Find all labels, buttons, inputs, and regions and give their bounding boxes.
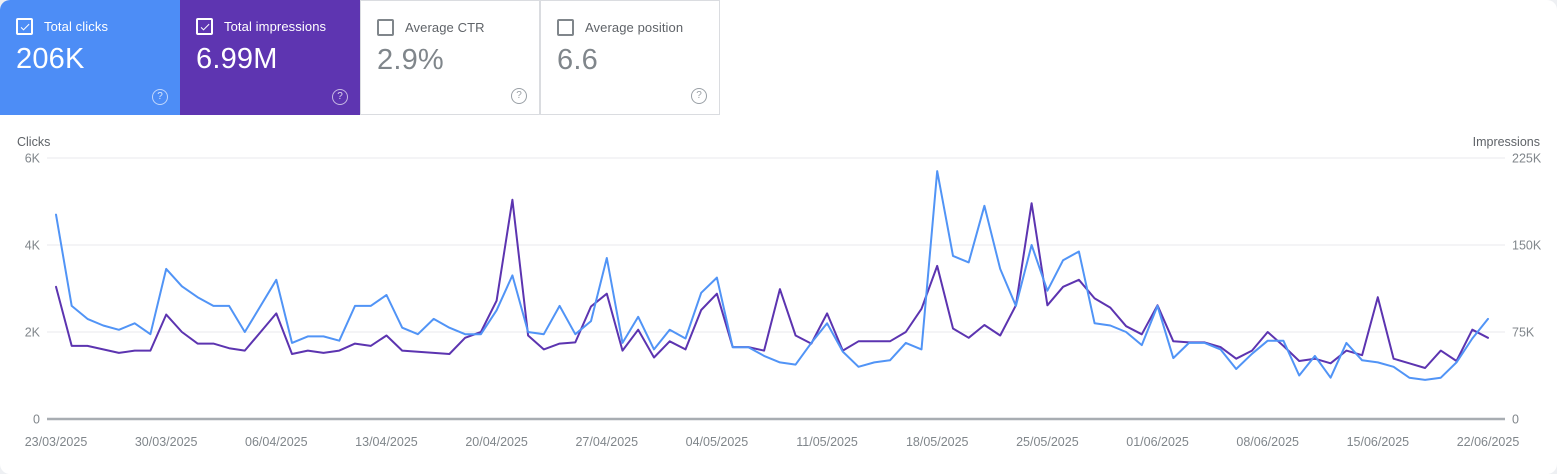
card-label: Total impressions: [224, 19, 327, 34]
right-axis-tick-label: 75K: [1512, 326, 1535, 340]
right-axis-tick-label: 150K: [1512, 239, 1542, 253]
x-axis-tick-label: 15/06/2025: [1347, 435, 1410, 449]
performance-chart[interactable]: 6K 225K 4K 150K 2K 75K 0 0 Clicks Impressions 23/0…: [0, 115, 1557, 474]
x-axis-tick-label: 25/05/2025: [1016, 435, 1079, 449]
checkmark-icon: [200, 23, 209, 30]
card-total-impressions[interactable]: Total impressions 6.99M ?: [180, 0, 360, 115]
card-value: 6.6: [557, 44, 598, 76]
left-axis-title: Clicks: [17, 135, 50, 149]
x-axis-tick-label: 22/06/2025: [1457, 435, 1520, 449]
left-axis-tick-label: 6K: [25, 152, 41, 166]
metric-cards-row: Total clicks 206K ? Total impressions 6.…: [0, 0, 720, 115]
clicks-line: [55, 170, 1489, 381]
help-icon[interactable]: ?: [511, 88, 527, 104]
card-value: 2.9%: [377, 44, 444, 76]
x-axis-tick-label: 01/06/2025: [1126, 435, 1189, 449]
average-position-checkbox[interactable]: [557, 19, 574, 36]
card-label: Average position: [585, 20, 684, 35]
card-value: 206K: [16, 43, 85, 75]
impressions-line: [55, 198, 1489, 369]
x-axis-tick-label: 06/04/2025: [245, 435, 308, 449]
x-axis-tick-label: 20/04/2025: [465, 435, 528, 449]
x-axis-tick-label: 11/05/2025: [796, 435, 858, 449]
right-axis-tick-label: 225K: [1512, 152, 1542, 166]
card-average-ctr[interactable]: Average CTR 2.9% ?: [360, 0, 540, 115]
card-value: 6.99M: [196, 43, 278, 75]
x-axis-tick-label: 27/04/2025: [575, 435, 638, 449]
help-icon[interactable]: ?: [691, 88, 707, 104]
checkmark-icon: [20, 23, 29, 30]
help-icon[interactable]: ?: [332, 89, 348, 105]
x-axis-tick-label: 30/03/2025: [135, 435, 198, 449]
left-axis-tick-label: 0: [33, 413, 40, 427]
card-label: Total clicks: [44, 19, 109, 34]
x-axis-tick-label: 23/03/2025: [25, 435, 88, 449]
average-ctr-checkbox[interactable]: [377, 19, 394, 36]
left-axis-tick-label: 2K: [25, 326, 41, 340]
x-axis-tick-label: 18/05/2025: [906, 435, 969, 449]
help-icon[interactable]: ?: [152, 89, 168, 105]
right-axis-title: Impressions: [1473, 135, 1540, 149]
card-total-clicks[interactable]: Total clicks 206K ?: [0, 0, 180, 115]
x-axis-tick-label: 13/04/2025: [355, 435, 418, 449]
total-clicks-checkbox[interactable]: [16, 18, 33, 35]
right-axis-tick-label: 0: [1512, 413, 1519, 427]
left-axis-tick-label: 4K: [25, 239, 41, 253]
x-axis-tick-label: 08/06/2025: [1236, 435, 1299, 449]
card-average-position[interactable]: Average position 6.6 ?: [540, 0, 720, 115]
card-label: Average CTR: [405, 20, 485, 35]
x-axis-tick-label: 04/05/2025: [686, 435, 749, 449]
total-impressions-checkbox[interactable]: [196, 18, 213, 35]
performance-chart-svg: 6K 225K 4K 150K 2K 75K 0 0 Clicks Impressions 23/0…: [17, 135, 1542, 449]
